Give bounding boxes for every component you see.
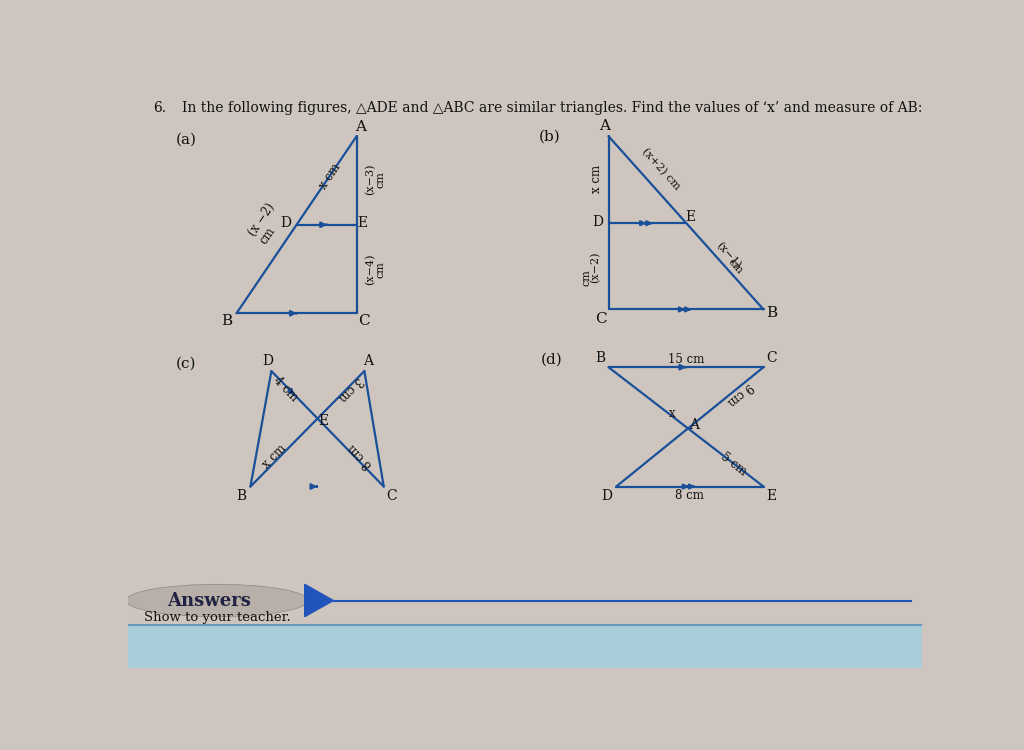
Text: C: C (358, 314, 371, 328)
Text: A: A (689, 418, 699, 431)
Text: C: C (386, 489, 397, 502)
Text: D: D (262, 354, 273, 368)
Text: (x−1): (x−1) (715, 240, 743, 271)
Text: D: D (281, 216, 292, 230)
Text: 3 cm: 3 cm (336, 374, 366, 404)
Text: D: D (592, 214, 603, 229)
Text: B: B (237, 489, 246, 502)
Text: 8 cm: 8 cm (676, 489, 705, 502)
Text: (d): (d) (541, 352, 563, 367)
Text: A: A (364, 354, 374, 368)
FancyBboxPatch shape (128, 626, 922, 668)
Text: E: E (318, 414, 329, 428)
Text: B: B (766, 306, 777, 320)
Text: (x−4): (x−4) (366, 254, 376, 285)
Text: (c): (c) (176, 356, 197, 370)
Text: B: B (221, 314, 232, 328)
Text: cm: cm (726, 256, 744, 276)
Text: (a): (a) (176, 133, 197, 147)
Text: (x+2) cm: (x+2) cm (640, 146, 682, 192)
Text: 4 cm: 4 cm (270, 374, 300, 404)
Text: (x−3): (x−3) (366, 164, 376, 195)
Text: B: B (596, 351, 606, 365)
Text: 15 cm: 15 cm (668, 353, 705, 366)
Text: 9 cm: 9 cm (724, 380, 755, 408)
Text: E: E (685, 210, 695, 224)
Text: E: E (357, 216, 368, 230)
Text: C: C (595, 312, 606, 326)
Text: (b): (b) (539, 129, 560, 143)
Text: cm: cm (257, 224, 278, 247)
Text: Show to your teacher.: Show to your teacher. (143, 611, 290, 624)
Text: Answers: Answers (168, 592, 251, 610)
Text: A: A (355, 120, 366, 134)
Text: 8 cm: 8 cm (345, 442, 375, 471)
Text: 5 cm: 5 cm (718, 449, 749, 478)
Text: C: C (766, 351, 776, 365)
Polygon shape (305, 584, 334, 616)
Text: A: A (599, 119, 610, 134)
Text: cm: cm (582, 269, 592, 286)
Text: D: D (601, 489, 612, 502)
Text: E: E (766, 489, 776, 502)
Text: x cm: x cm (260, 442, 289, 471)
Text: (x −2): (x −2) (247, 200, 278, 238)
Text: 6.: 6. (153, 101, 166, 115)
Text: cm: cm (376, 171, 386, 188)
Text: (x−2): (x−2) (590, 251, 600, 283)
Ellipse shape (126, 584, 308, 616)
Text: x cm: x cm (590, 165, 602, 194)
Text: In the following figures, △ADE and △ABC are similar triangles. Find the values o: In the following figures, △ADE and △ABC … (182, 101, 923, 115)
Text: x cm: x cm (316, 161, 343, 191)
Text: cm: cm (376, 261, 386, 278)
Text: x: x (669, 406, 676, 419)
